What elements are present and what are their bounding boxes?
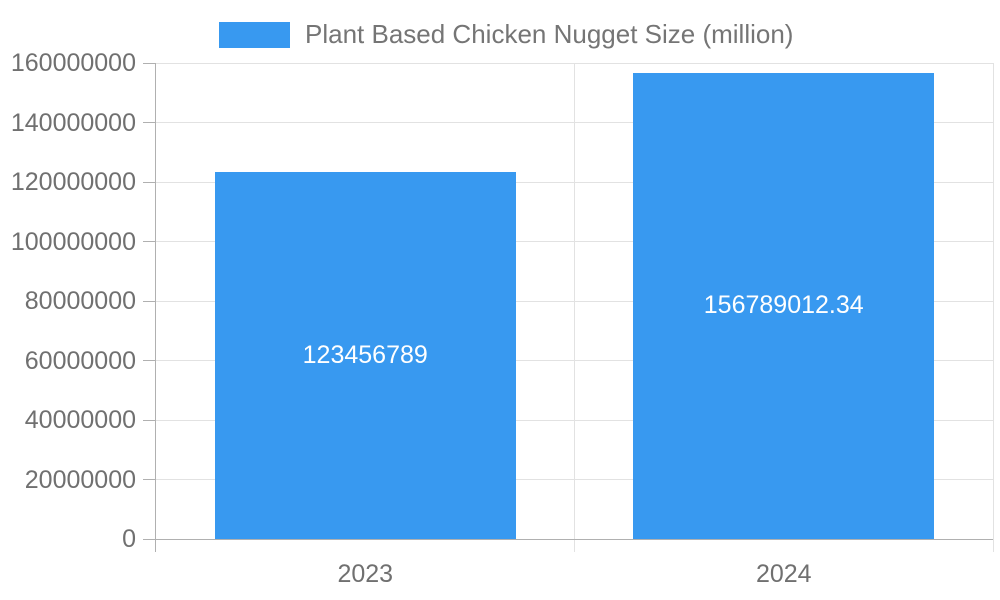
- chart-legend[interactable]: Plant Based Chicken Nugget Size (million…: [219, 19, 793, 50]
- legend-swatch: [219, 21, 290, 48]
- y-tick-label: 40000000: [24, 406, 136, 434]
- y-axis-tick: [143, 479, 156, 480]
- bar-value-label: 156789012.34: [703, 291, 864, 320]
- y-tick-label: 120000000: [10, 168, 136, 196]
- y-axis-tick: [143, 241, 156, 242]
- x-axis-line: [143, 538, 993, 540]
- gridline-v: [574, 63, 575, 552]
- y-axis-tick: [143, 360, 156, 361]
- y-axis-tick: [143, 62, 156, 64]
- y-tick-label: 80000000: [24, 287, 136, 315]
- y-tick-label: 60000000: [24, 346, 136, 375]
- y-tick-label: 100000000: [10, 227, 136, 256]
- bar-2024[interactable]: 156789012.34: [633, 72, 935, 539]
- y-axis-tick: [143, 419, 156, 421]
- bar-value-label: 123456789: [302, 340, 428, 369]
- bar-2023[interactable]: 123456789: [214, 171, 516, 539]
- y-tick-label: 20000000: [24, 465, 136, 494]
- y-axis-line: [155, 63, 156, 552]
- legend-label: Plant Based Chicken Nugget Size (million…: [305, 19, 794, 49]
- gridline-v: [992, 63, 994, 552]
- y-axis-tick: [143, 122, 156, 123]
- x-tick-label: 2024: [755, 560, 812, 588]
- y-tick-label: 0: [122, 525, 136, 553]
- y-axis-tick: [143, 181, 156, 183]
- y-tick-label: 160000000: [10, 49, 136, 77]
- x-tick-label: 2023: [337, 560, 394, 588]
- y-tick-label: 140000000: [10, 108, 136, 137]
- y-axis-tick: [143, 300, 156, 302]
